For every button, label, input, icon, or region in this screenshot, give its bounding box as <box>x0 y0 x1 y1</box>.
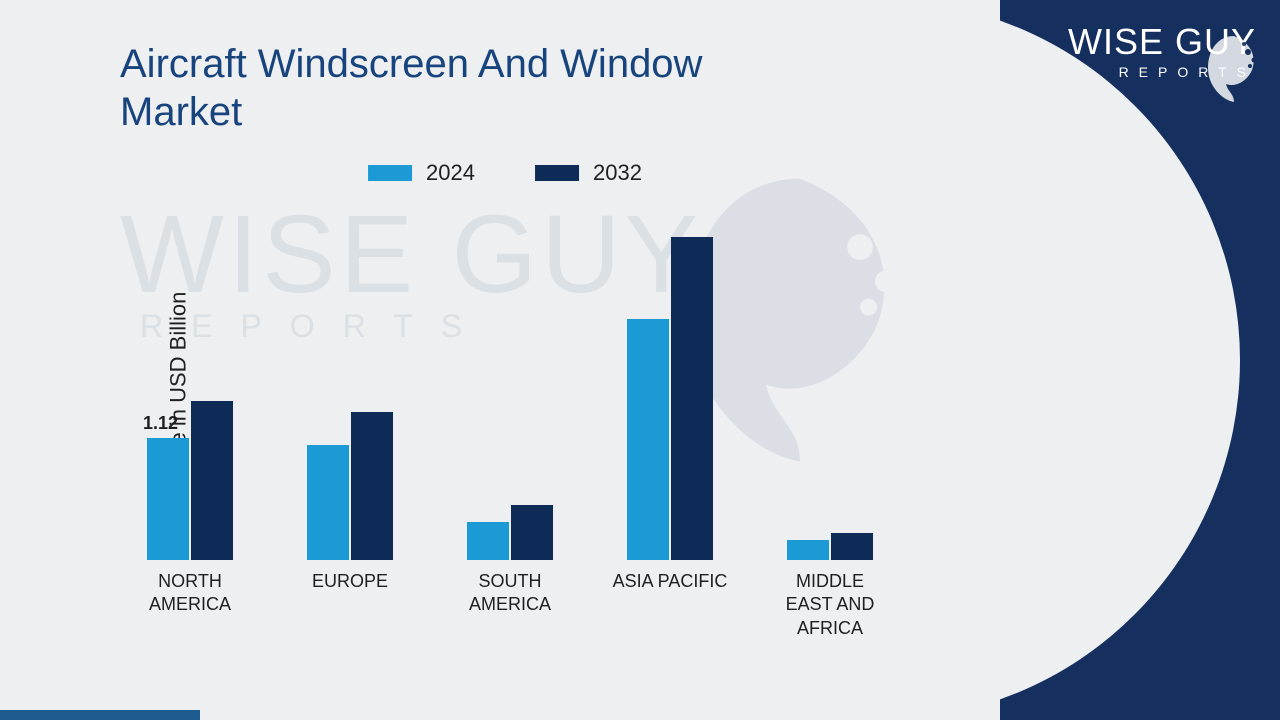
bar-2024 <box>307 445 349 560</box>
bar-2032 <box>831 533 873 560</box>
x-tick-label: SOUTH AMERICA <box>450 570 570 617</box>
legend: 2024 2032 <box>368 160 642 186</box>
bar-2032 <box>511 505 553 560</box>
x-tick-label: MIDDLE EAST AND AFRICA <box>770 570 890 640</box>
bar-2024 <box>787 540 829 560</box>
bar-2032 <box>671 237 713 560</box>
bar-2024: 1.12 <box>147 438 189 561</box>
x-tick-label: ASIA PACIFIC <box>610 570 730 593</box>
chart: Market Size in USD Billion 2024 2032 1.1… <box>70 160 940 680</box>
x-tick-label: NORTH AMERICA <box>130 570 250 617</box>
logo-head-icon <box>1204 34 1264 104</box>
bar-group <box>770 533 890 560</box>
bottom-accent-bar <box>0 710 200 720</box>
bar-group: 1.12 <box>130 401 250 560</box>
bar-group <box>450 505 570 560</box>
legend-swatch-2024 <box>368 165 412 181</box>
chart-title: Aircraft Windscreen And Window Market <box>120 40 820 136</box>
legend-swatch-2032 <box>535 165 579 181</box>
bar-value-label: 1.12 <box>143 413 178 438</box>
plot-area: 1.12 <box>130 210 920 560</box>
bar-2032 <box>191 401 233 560</box>
brand-logo: WISE GUY REPORTS <box>1068 24 1256 80</box>
legend-item-2024: 2024 <box>368 160 475 186</box>
bar-group <box>610 237 730 560</box>
legend-item-2032: 2032 <box>535 160 642 186</box>
bar-group <box>290 412 410 560</box>
bar-2024 <box>627 319 669 560</box>
bar-2032 <box>351 412 393 560</box>
bar-2024 <box>467 522 509 560</box>
legend-label-2024: 2024 <box>426 160 475 186</box>
legend-label-2032: 2032 <box>593 160 642 186</box>
x-tick-label: EUROPE <box>290 570 410 593</box>
